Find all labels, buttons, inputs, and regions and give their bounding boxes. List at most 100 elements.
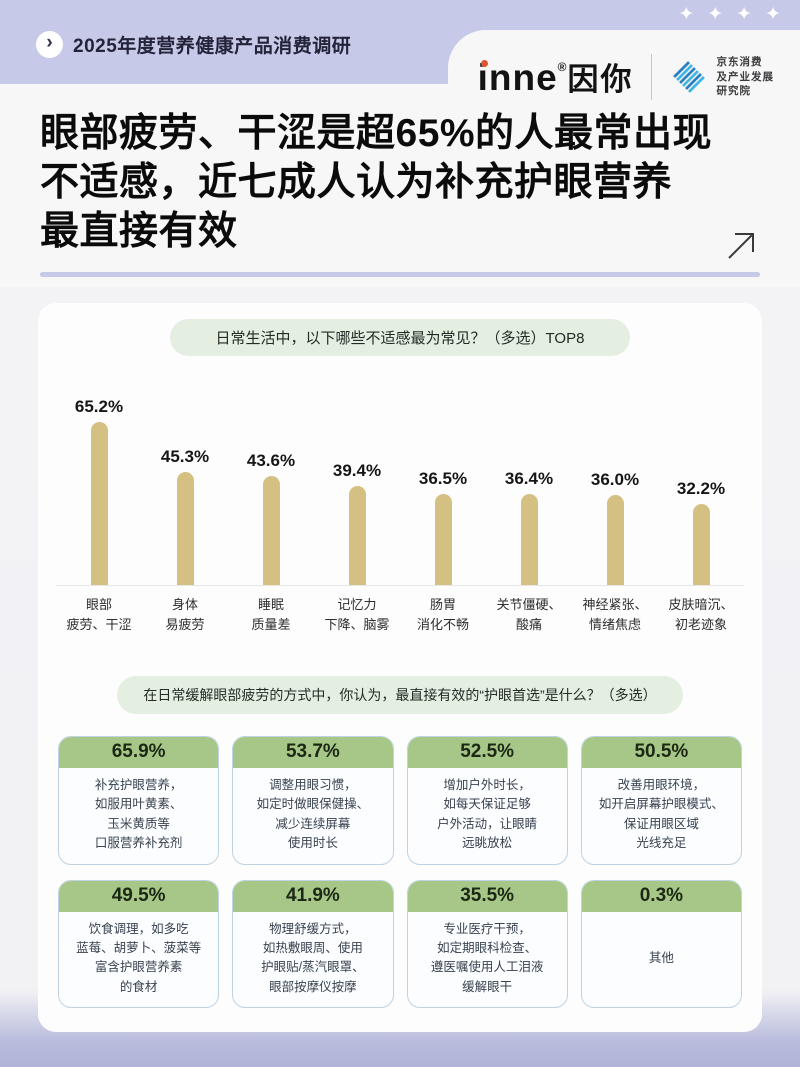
bar	[176, 472, 194, 585]
answer-card-description-line: 玉米黄质等	[107, 816, 170, 831]
bar-category-label: 关节僵硬、 酸痛	[486, 595, 572, 634]
bar-category-label-line: 关节僵硬、	[496, 597, 562, 612]
bar-category-labels: 眼部 疲劳、干涩 身体 易疲劳 睡眠 质量差 记忆力 下降、脑雾 肠胃 消化不畅 关节僵硬、 酸痛 神经…	[56, 595, 744, 634]
bar-value-label: 36.4%	[504, 469, 554, 488]
answer-card-description-line: 口服营养补充剂	[94, 836, 183, 851]
answer-card: 50.5% 改善用眼环境， 如开启屏幕护眼模式、 保证用眼区域 光线充足	[580, 736, 742, 865]
sparkle-icon: ✦	[707, 4, 737, 25]
bar-chart: 65.2% 45.3% 43.6% 39.4% 36.5% 36.4% 36.0% 32.2%…	[38, 390, 762, 634]
answer-card-description-line: 光线充足	[636, 836, 687, 851]
answer-card-description-line: 减少连续屏幕	[275, 816, 351, 831]
answer-card: 0.3% 其他	[580, 879, 742, 1008]
answer-card-percent: 0.3%	[581, 880, 741, 912]
answer-card-description-line: 使用时长	[287, 836, 338, 851]
bar	[606, 495, 624, 585]
bar-column: 36.4%	[486, 469, 572, 585]
jd-institute-name: 京东消费 及产业发展 研究院	[717, 55, 775, 99]
bar-value-label: 45.3%	[160, 447, 210, 466]
answer-card-description-line: 如每天保证足够	[443, 797, 531, 812]
bar-category-label: 皮肤暗沉、 初老迹象	[658, 595, 744, 634]
bar-category-label: 肠胃 消化不畅	[400, 595, 486, 634]
answer-card-percent: 53.7%	[233, 737, 393, 768]
arrow-up-right-icon	[724, 226, 760, 264]
answer-card-description-line: 远眺放松	[462, 836, 513, 851]
bar-category-label-line: 下降、脑雾	[324, 616, 390, 632]
registered-mark: ®	[557, 59, 568, 74]
bar-category-label: 眼部 疲劳、干涩	[56, 595, 142, 634]
bar-category-label-line: 酸痛	[515, 616, 542, 632]
answer-card: 52.5% 增加户外时长， 如每天保证足够 户外活动，让眼睛 远眺放松	[406, 736, 568, 865]
bar-column: 39.4%	[314, 461, 400, 585]
bar-category-label: 记忆力 下降、脑雾	[314, 595, 400, 634]
bar-value-label: 32.2%	[676, 479, 726, 498]
answer-card-description: 改善用眼环境， 如开启屏幕护眼模式、 保证用眼区域 光线充足	[582, 768, 741, 864]
bar-columns: 65.2% 45.3% 43.6% 39.4% 36.5% 36.4% 36.0% 32.2%	[56, 390, 744, 586]
bar-category-label: 睡眠 质量差	[228, 595, 314, 634]
jd-institute-logo: 京东消费 及产业发展 研究院	[669, 55, 775, 99]
answer-card-description-line: 护眼贴/蒸汽眼罩、	[261, 960, 365, 975]
answer-card-description-line: 如定时做眼保健操、	[256, 797, 370, 812]
page-title: 眼部疲劳、干涩是超65%的人最常出现 不适感，近七成人认为补充护眼营养 最直接有…	[40, 110, 712, 256]
answer-card-description: 饮食调理，如多吃 蓝莓、胡萝卜、菠菜等 富含护眼营养素 的食材	[59, 912, 218, 1008]
answer-card-description-line: 补充护眼营养，	[94, 778, 183, 792]
answer-card-description: 增加户外时长， 如每天保证足够 户外活动，让眼睛 远眺放松	[408, 768, 567, 864]
chevron-right-icon: ›	[36, 31, 63, 58]
answer-card-description: 调整用眼习惯， 如定时做眼保健操、 减少连续屏幕 使用时长	[233, 768, 392, 864]
answer-card-description-line: 专业医疗干预，	[443, 921, 531, 936]
bar	[692, 504, 710, 585]
sparkle-icon: ✦	[678, 4, 708, 25]
answer-card-description-line: 的食材	[119, 979, 158, 994]
bar-category-label-line: 眼部	[85, 597, 112, 612]
answer-card: 53.7% 调整用眼习惯， 如定时做眼保健操、 减少连续屏幕 使用时长	[232, 736, 394, 865]
bar	[348, 486, 366, 585]
answer-card-description-line: 饮食调理，如多吃	[88, 921, 189, 936]
bar-value-label: 65.2%	[74, 397, 124, 416]
jd-institute-line: 研究院	[716, 85, 751, 98]
survey-panel: 日常生活中，以下哪些不适感最为常见？（多选）TOP8 65.2% 45.3% 43.…	[38, 303, 762, 1032]
brand-divider	[650, 54, 652, 100]
bar-value-label: 36.0%	[590, 470, 640, 489]
page-title-line: 眼部疲劳、干涩是超65%的人最常出现	[40, 112, 713, 155]
bar-category-label: 身体 易疲劳	[142, 595, 228, 634]
answer-card-percent: 49.5%	[59, 880, 219, 912]
page-title-line: 最直接有效	[40, 209, 238, 253]
bar-category-label-line: 肠胃	[429, 597, 456, 612]
answer-card: 49.5% 饮食调理，如多吃 蓝莓、胡萝卜、菠菜等 富含护眼营养素 的食材	[58, 879, 220, 1008]
bar-category-label-line: 神经紧张、	[582, 597, 648, 612]
answer-card-description-line: 富含护眼营养素	[94, 960, 183, 975]
jd-institute-line: 京东消费	[716, 55, 763, 68]
sparkle-icons-row: ✦✦✦✦	[678, 3, 794, 26]
bar-category-label-line: 消化不畅	[416, 616, 469, 632]
breadcrumb-label: 2025年度营养健康产品消费调研	[73, 36, 352, 57]
answer-card-percent: 52.5%	[407, 737, 567, 768]
bar	[90, 422, 108, 585]
bar-category-label-line: 质量差	[251, 616, 291, 632]
answer-card: 65.9% 补充护眼营养， 如服用叶黄素、 玉米黄质等口服营养补充剂	[58, 736, 220, 865]
answer-card-percent: 35.5%	[407, 880, 567, 912]
inne-logo-dot	[480, 59, 488, 67]
bar-category-label-line: 情绪焦虑	[588, 616, 641, 632]
bar-column: 36.5%	[400, 469, 486, 585]
inne-logo-suffix: 因你	[567, 61, 634, 97]
bar	[262, 476, 280, 585]
bar-category-label-line: 身体	[171, 597, 198, 612]
answer-card-percent: 50.5%	[581, 737, 741, 768]
answer-card-description-line: 其他	[648, 950, 674, 965]
jd-diamond-stripes-icon	[672, 61, 705, 93]
answer-card-description-line: 如开启屏幕护眼模式、	[598, 797, 724, 812]
inne-logo-text: inne	[477, 56, 558, 98]
headline-underline	[40, 272, 760, 277]
bar-category-label: 神经紧张、 情绪焦虑	[572, 595, 658, 634]
bar-value-label: 39.4%	[332, 461, 382, 480]
answer-card-description-line: 保证用眼区域	[623, 816, 699, 831]
bar-column: 65.2%	[56, 397, 142, 585]
answer-card-description-line: 增加户外时长，	[443, 778, 531, 792]
answer-card-percent: 65.9%	[59, 737, 219, 768]
answer-card-description: 补充护眼营养， 如服用叶黄素、 玉米黄质等口服营养补充剂	[59, 768, 218, 864]
bar-category-label-line: 疲劳、干涩	[66, 616, 132, 632]
bar-category-label-line: 睡眠	[257, 597, 284, 612]
sparkle-icon: ✦	[736, 4, 766, 25]
answer-card-description-line: 如服用叶黄素、	[94, 797, 183, 812]
bar-column: 43.6%	[228, 451, 314, 585]
bar-column: 36.0%	[572, 470, 658, 585]
